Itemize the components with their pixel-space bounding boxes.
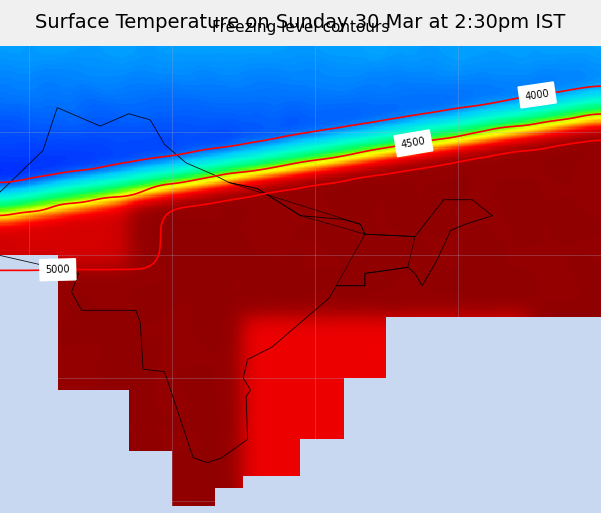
- Text: 5000: 5000: [525, 143, 551, 156]
- Text: Freezing level contours: Freezing level contours: [212, 19, 389, 34]
- Text: 4500: 4500: [551, 113, 576, 127]
- Text: Surface Temperature on Sunday 30 Mar at 2:30pm IST: Surface Temperature on Sunday 30 Mar at …: [35, 13, 566, 32]
- Text: 4000: 4000: [279, 129, 304, 143]
